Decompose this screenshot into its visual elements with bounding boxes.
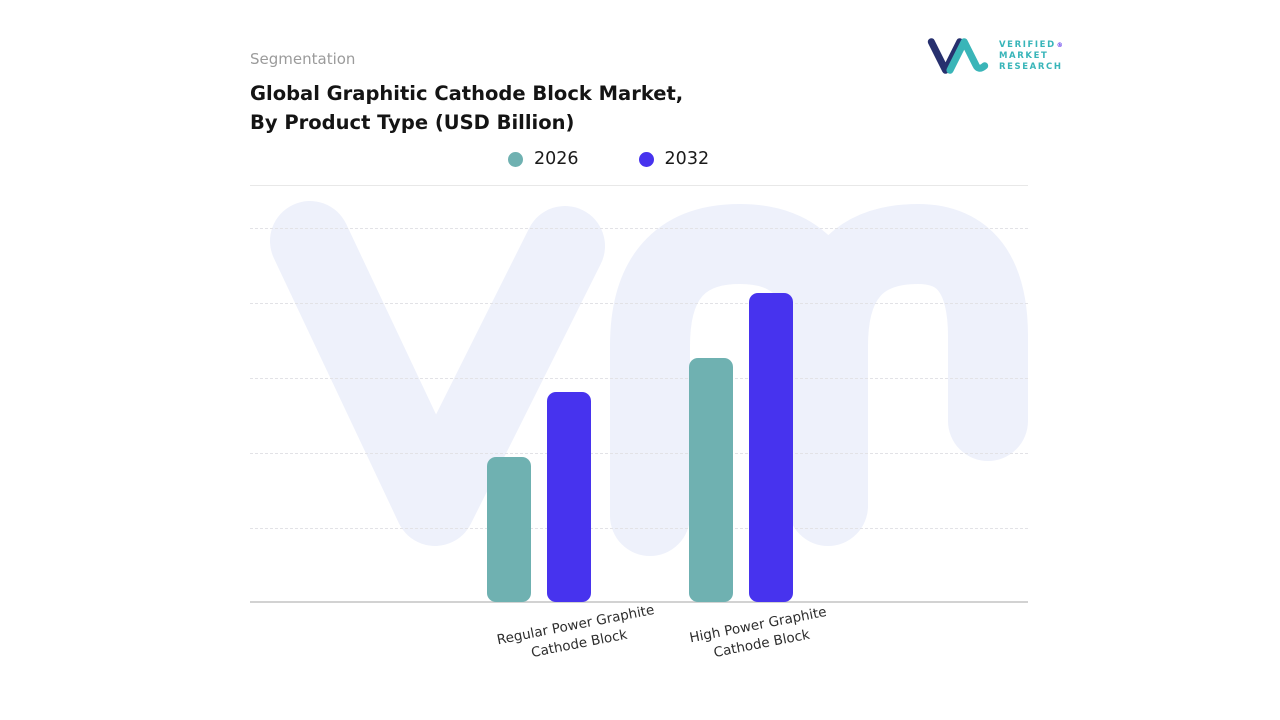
header-separator-line (250, 185, 1028, 186)
gridline (250, 228, 1028, 229)
registered-mark: ® (1056, 41, 1063, 49)
vmr-logo: VERIFIED ® MARKET RESEARCH (926, 34, 1063, 78)
logo-verified: VERIFIED (999, 39, 1056, 50)
legend-label-2032: 2032 (664, 149, 710, 169)
legend-label-2026: 2026 (534, 149, 579, 169)
gridline (250, 378, 1028, 379)
bar-group-regular-power (487, 392, 591, 602)
bar-2026-regular-power (487, 457, 531, 602)
plot-area: Regular Power Graphite Cathode Block Hig… (250, 186, 1028, 661)
bar-2032-regular-power (547, 392, 591, 602)
legend-dot-2026 (508, 151, 523, 167)
legend-item-2032: 2032 (638, 149, 710, 169)
bar-2032-high-power (749, 293, 793, 602)
legend: 2026 2032 (508, 149, 709, 169)
gridline (250, 453, 1028, 454)
logo-market: MARKET (999, 50, 1049, 61)
x-axis-label-regular-power: Regular Power Graphite Cathode Block (495, 602, 656, 661)
chart-title: Global Graphitic Cathode Block Market, B… (250, 79, 683, 137)
bar-2026-high-power (689, 358, 733, 602)
gridline (250, 528, 1028, 529)
chart-title-line2: By Product Type (USD Billion) (250, 111, 575, 134)
legend-dot-2032 (638, 151, 654, 167)
logo-research: RESEARCH (999, 61, 1063, 72)
legend-item-2026: 2026 (508, 149, 579, 169)
vm-watermark (270, 201, 1028, 556)
x-axis-label-high-power: High Power Graphite Cathode Block (688, 604, 828, 661)
x-axis-baseline (250, 601, 1028, 603)
bar-group-high-power (689, 293, 793, 602)
segmentation-label: Segmentation (250, 50, 356, 68)
gridline (250, 303, 1028, 304)
vmr-logo-icon (927, 38, 989, 74)
vmr-logo-text: VERIFIED ® MARKET RESEARCH (999, 40, 1063, 73)
chart-title-line1: Global Graphitic Cathode Block Market, (250, 82, 684, 105)
